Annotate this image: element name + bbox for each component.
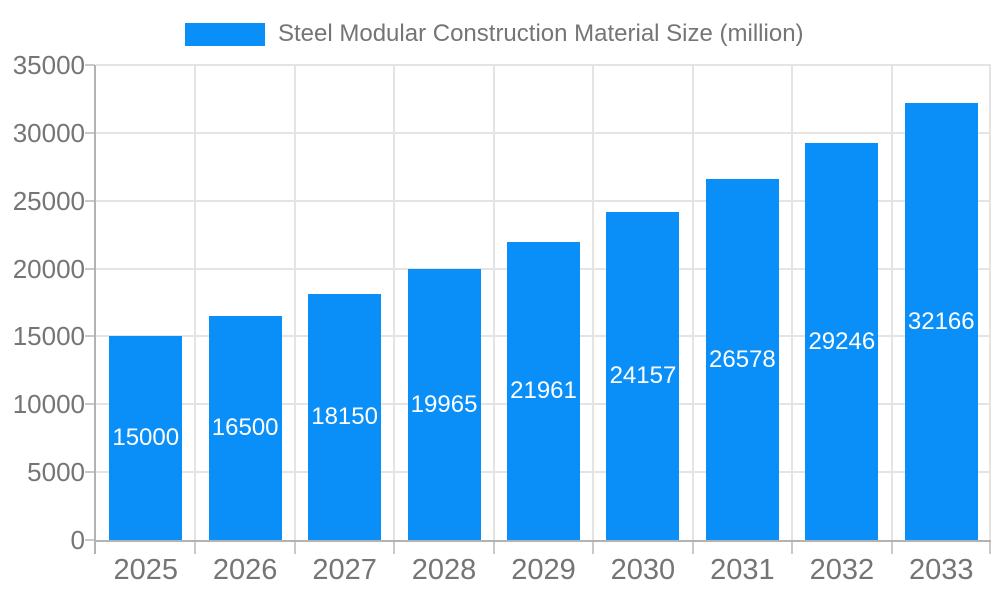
x-tick-marks [96,542,991,554]
gridline-v [293,65,296,540]
y-tick-label: 5000 [27,457,85,488]
bar-value-label: 19965 [410,390,478,418]
x-axis-labels: 2025 2026 2027 2028 2029 2030 2031 2032 2033 [96,550,991,592]
y-axis-line [94,65,96,554]
bar-value-label: 26578 [709,345,776,373]
y-tick-mark [85,403,95,406]
gridline-v [989,65,991,540]
bar-value-label: 32166 [907,307,975,335]
bar-value-label: 21961 [510,376,577,404]
x-tick-mark [194,542,197,554]
x-tick-mark [791,542,794,554]
y-tick-label: 30000 [12,117,85,148]
x-tick-mark [393,542,396,554]
y-tick-mark [85,64,95,66]
x-tick-label: 2025 [113,554,178,586]
gridline-v [194,65,197,540]
y-tick-label: 0 [70,525,85,555]
x-tick-mark [691,542,694,554]
y-tick-label: 25000 [12,185,85,216]
bar-value-label: 18150 [311,402,378,430]
x-tick-label: 2027 [312,554,377,586]
x-tick-label: 2031 [710,554,775,586]
legend-swatch [185,22,265,46]
y-tick-mark [85,131,95,134]
gridline-v [890,65,893,540]
bar: 26578 [705,179,779,540]
bar: 32166 [904,103,978,540]
plot-area: 15000 16500 18150 19965 21961 24157 26578 29246… [96,64,991,540]
x-tick-label: 2032 [809,554,875,586]
gridline-h [96,131,991,134]
x-tick-mark [492,542,495,554]
x-tick-mark [890,542,893,554]
gridline-v [791,65,794,540]
y-tick-mark [85,539,95,541]
bar: 15000 [109,336,183,540]
x-tick-label: 2029 [511,554,576,586]
x-tick-mark [989,542,991,554]
legend: Steel Modular Construction Material Size… [185,20,804,48]
y-tick-mark [85,199,95,202]
gridline-v [691,65,694,540]
y-tick-label: 35000 [12,50,85,80]
x-tick-label: 2030 [610,554,676,586]
x-tick-label: 2028 [411,554,477,586]
bar: 21961 [507,241,580,540]
gridline-v [592,65,595,540]
bar: 18150 [308,293,382,540]
bar-value-label: 24157 [609,362,677,390]
y-tick-mark [85,471,95,474]
legend-label: Steel Modular Construction Material Size… [278,20,804,47]
y-tick-label: 20000 [12,253,85,284]
gridline-v [492,65,495,540]
x-tick-label: 2026 [212,554,278,586]
y-tick-mark [85,267,95,270]
x-tick-mark [592,542,595,554]
bar: 19965 [407,269,481,540]
x-axis-line [94,540,991,542]
bar: 16500 [208,316,282,540]
bar: 24157 [606,212,680,540]
gridline-v [393,65,396,540]
bar-value-label: 29246 [808,327,876,355]
y-tick-mark [85,335,95,338]
bar-value-label: 15000 [112,424,180,452]
x-tick-mark [293,542,296,554]
y-tick-label: 15000 [12,321,85,352]
bar-value-label: 16500 [211,414,279,442]
gridline-h [96,199,991,202]
bar: 29246 [805,143,879,540]
gridline-h [96,64,991,66]
y-tick-marks [85,64,95,542]
y-tick-label: 10000 [12,389,85,420]
x-tick-label: 2033 [909,554,974,586]
y-axis-labels: 0 5000 10000 15000 20000 25000 30000 35000 [0,50,85,555]
